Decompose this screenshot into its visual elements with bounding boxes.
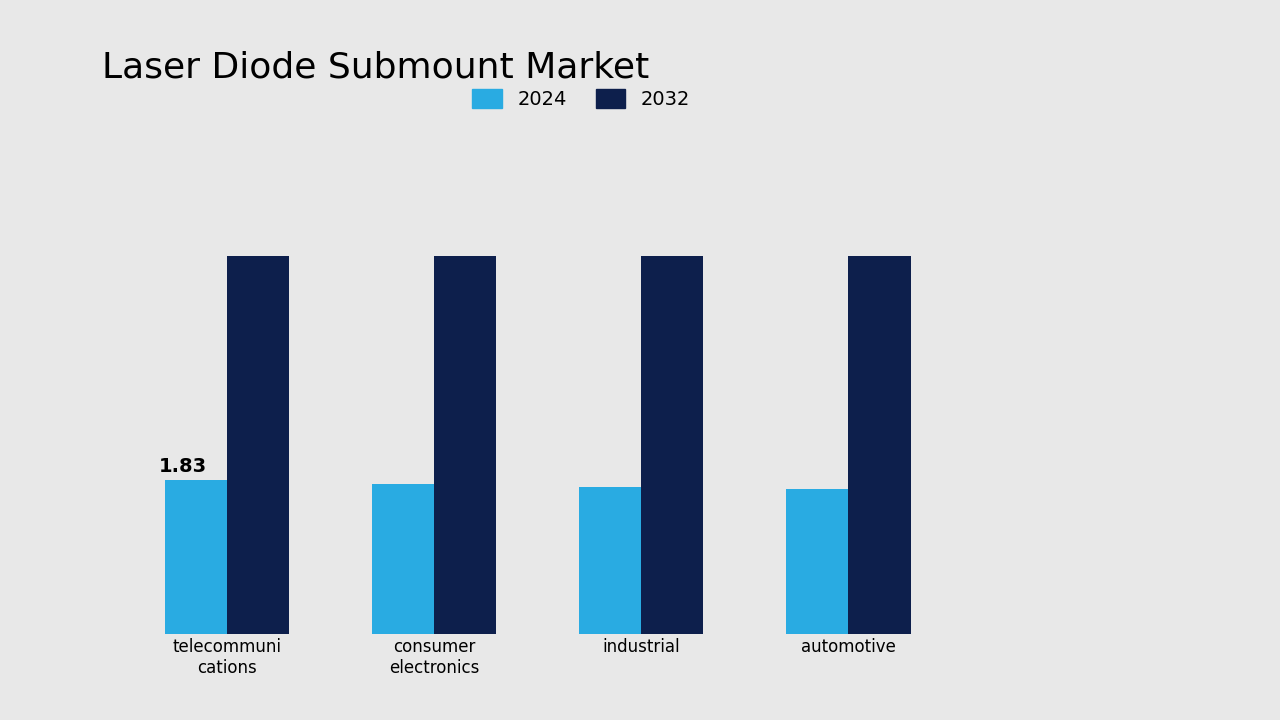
Bar xyxy=(849,256,910,634)
Bar xyxy=(579,487,641,634)
Legend: 2024, 2032: 2024, 2032 xyxy=(462,79,700,119)
Bar xyxy=(371,484,434,634)
Bar xyxy=(786,489,849,634)
Bar xyxy=(434,256,497,634)
Bar xyxy=(227,256,289,634)
Bar xyxy=(641,256,704,634)
Text: 1.83: 1.83 xyxy=(159,456,206,476)
Bar xyxy=(165,480,227,634)
Text: Laser Diode Submount Market: Laser Diode Submount Market xyxy=(102,50,650,84)
